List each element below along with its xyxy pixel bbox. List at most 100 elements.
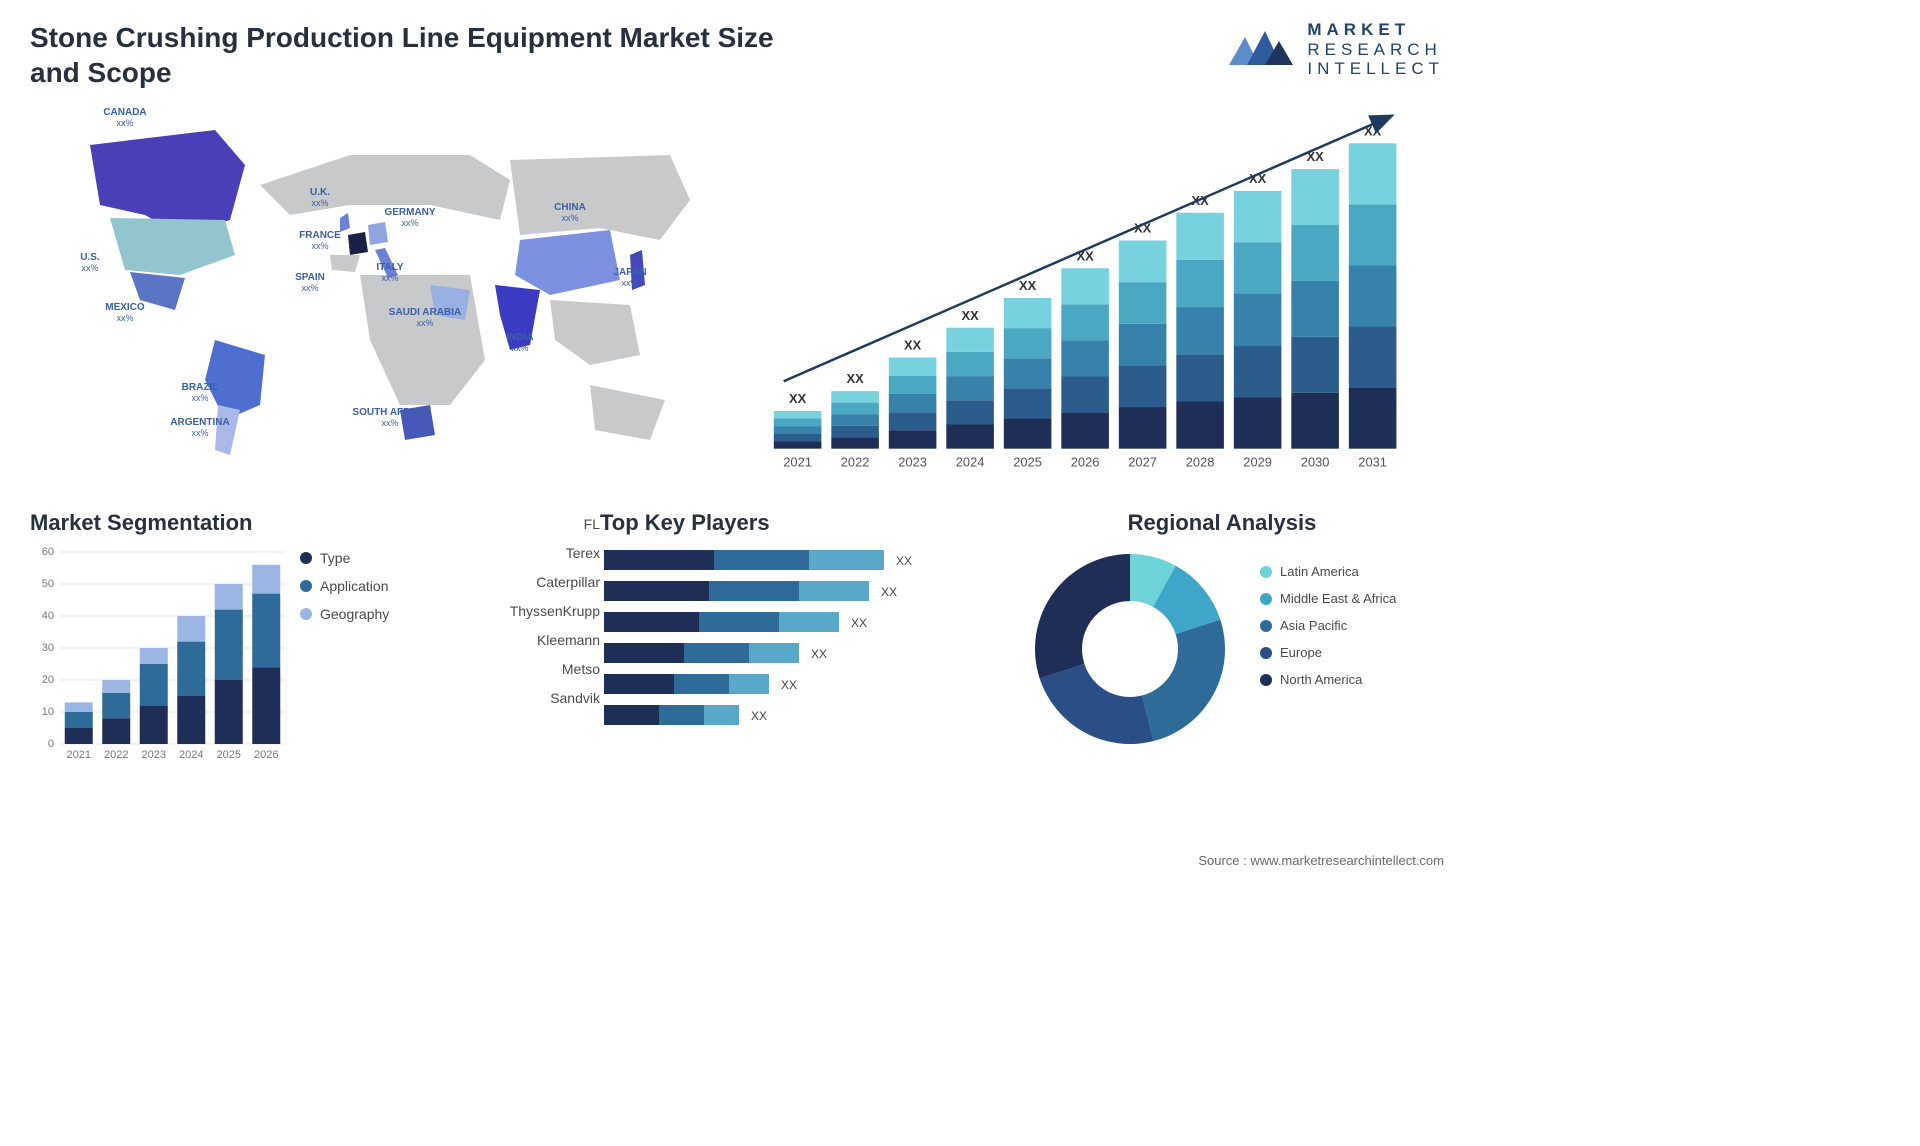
- svg-text:60: 60: [42, 546, 54, 558]
- seg-bar-seg: [140, 648, 168, 664]
- regional-title: Regional Analysis: [1000, 510, 1444, 536]
- forecast-bar-seg: [1349, 327, 1397, 388]
- forecast-bar-label: XX: [904, 338, 922, 353]
- forecast-bar-seg: [1349, 265, 1397, 326]
- map-label: ARGENTINA: [170, 417, 229, 428]
- forecast-bar-seg: [774, 426, 822, 434]
- legend-label: Middle East & Africa: [1280, 591, 1396, 606]
- player-bar-seg: [604, 674, 674, 694]
- donut-slice: [1142, 620, 1225, 741]
- forecast-bar-seg: [889, 430, 937, 448]
- regional-legend-item: Latin America: [1260, 564, 1444, 579]
- seg-legend-item: Type: [300, 550, 450, 566]
- player-bar-seg: [659, 705, 704, 725]
- player-bar-seg: [704, 705, 739, 725]
- seg-bar-seg: [177, 642, 205, 696]
- forecast-bar-seg: [1349, 143, 1397, 204]
- forecast-bar-seg: [1234, 191, 1282, 243]
- seg-bar-seg: [215, 680, 243, 744]
- seg-x-label: 2023: [142, 749, 166, 761]
- forecast-year-label: 2026: [1071, 455, 1100, 470]
- forecast-bar-seg: [1119, 240, 1167, 282]
- forecast-year-label: 2031: [1358, 455, 1387, 470]
- legend-label: Asia Pacific: [1280, 618, 1347, 633]
- forecast-bar-seg: [1349, 204, 1397, 265]
- player-bar-seg: [729, 674, 769, 694]
- forecast-bar-seg: [1061, 413, 1109, 449]
- forecast-bar-seg: [831, 426, 879, 438]
- map-label-value: xx%: [311, 241, 328, 251]
- forecast-year-label: 2021: [783, 455, 812, 470]
- svg-text:20: 20: [42, 674, 54, 686]
- forecast-year-label: 2024: [956, 455, 985, 470]
- donut-slice: [1035, 554, 1130, 678]
- seg-x-label: 2026: [254, 749, 278, 761]
- forecast-bar-seg: [1119, 282, 1167, 324]
- regional-donut: [1025, 544, 1235, 754]
- forecast-bar-seg: [1004, 358, 1052, 388]
- legend-label: Europe: [1280, 645, 1322, 660]
- player-bar-label: XX: [896, 554, 912, 568]
- map-label: U.S.: [80, 252, 100, 263]
- forecast-bar-seg: [774, 441, 822, 449]
- main-forecast-chart: XX2021XX2022XX2023XX2024XX2025XX2026XX20…: [750, 100, 1444, 490]
- seg-legend-item: Geography: [300, 606, 450, 622]
- segmentation-title: Market Segmentation: [30, 510, 290, 536]
- legend-swatch: [1260, 674, 1272, 686]
- legend-swatch: [300, 552, 312, 564]
- player-bar-seg: [799, 581, 869, 601]
- map-label: SOUTH AFRICA: [352, 407, 427, 418]
- map-label-value: xx%: [116, 313, 133, 323]
- forecast-bar-seg: [1004, 419, 1052, 449]
- forecast-year-label: 2025: [1013, 455, 1042, 470]
- forecast-bar-seg: [889, 412, 937, 430]
- source-text: Source : www.marketresearchintellect.com: [1198, 853, 1444, 868]
- seg-bar-seg: [140, 706, 168, 744]
- legend-label: Latin America: [1280, 564, 1359, 579]
- forecast-bar-seg: [1291, 393, 1339, 449]
- forecast-year-label: 2029: [1243, 455, 1272, 470]
- page-title: Stone Crushing Production Line Equipment…: [30, 20, 810, 90]
- map-label-value: xx%: [416, 318, 433, 328]
- forecast-bar-seg: [774, 434, 822, 442]
- legend-swatch: [1260, 566, 1272, 578]
- player-bar-seg: [684, 643, 749, 663]
- map-region: [205, 340, 265, 420]
- player-bar-seg: [699, 612, 779, 632]
- map-label-value: xx%: [301, 283, 318, 293]
- map-label-value: xx%: [311, 198, 328, 208]
- map-label-value: xx%: [401, 218, 418, 228]
- player-bar-seg: [604, 550, 714, 570]
- player-bar-seg: [779, 612, 839, 632]
- seg-bar-seg: [65, 728, 93, 744]
- forecast-bar-seg: [1291, 225, 1339, 281]
- map-label: ITALY: [376, 262, 404, 273]
- seg-bar-seg: [177, 616, 205, 642]
- player-name: Terex: [470, 545, 600, 561]
- forecast-bar-seg: [946, 376, 994, 400]
- regional-legend-item: North America: [1260, 672, 1444, 687]
- forecast-year-label: 2023: [898, 455, 927, 470]
- player-bar-label: XX: [811, 647, 827, 661]
- seg-bar-seg: [102, 680, 130, 693]
- forecast-bar-seg: [831, 414, 879, 426]
- svg-text:0: 0: [48, 738, 54, 750]
- forecast-bar-label: XX: [1019, 278, 1037, 293]
- map-region: [515, 230, 620, 295]
- forecast-year-label: 2030: [1301, 455, 1330, 470]
- forecast-bar-seg: [1119, 324, 1167, 366]
- player-name: Metso: [470, 661, 600, 677]
- map-region: [215, 405, 240, 455]
- seg-bar-seg: [215, 584, 243, 610]
- forecast-bar-seg: [1176, 260, 1224, 307]
- map-label-value: xx%: [511, 343, 528, 353]
- forecast-year-label: 2022: [841, 455, 870, 470]
- legend-swatch: [300, 580, 312, 592]
- players-list: FLTerexCaterpillarThyssenKruppKleemannMe…: [470, 510, 600, 840]
- map-label: JAPAN: [613, 267, 646, 278]
- map-region: [110, 218, 235, 275]
- map-label: INDIA: [506, 332, 533, 343]
- forecast-bar-seg: [1291, 337, 1339, 393]
- forecast-bar-seg: [1234, 397, 1282, 449]
- forecast-year-label: 2027: [1128, 455, 1157, 470]
